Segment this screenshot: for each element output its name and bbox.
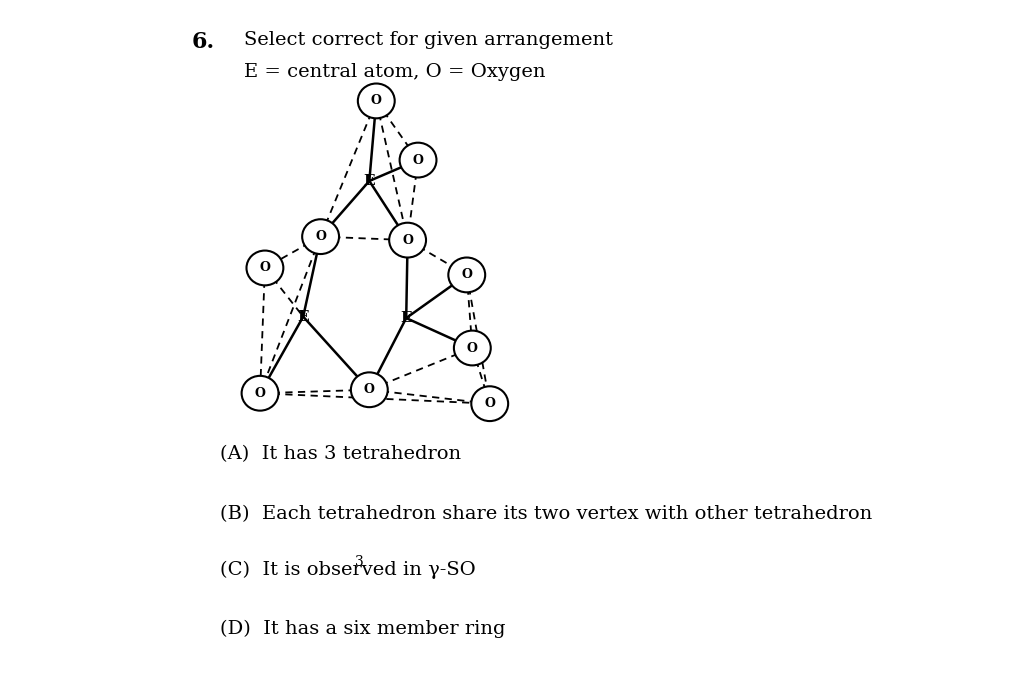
Text: (B)  Each tetrahedron share its two vertex with other tetrahedron: (B) Each tetrahedron share its two verte… bbox=[220, 505, 871, 523]
Text: E: E bbox=[364, 174, 375, 188]
Text: O: O bbox=[259, 262, 270, 274]
Text: (D)  It has a six member ring: (D) It has a six member ring bbox=[220, 619, 505, 638]
Text: O: O bbox=[484, 397, 496, 410]
Text: Select correct for given arrangement: Select correct for given arrangement bbox=[244, 31, 613, 49]
Text: E: E bbox=[297, 310, 309, 324]
Ellipse shape bbox=[454, 331, 490, 365]
Text: E: E bbox=[400, 311, 412, 325]
Ellipse shape bbox=[247, 251, 284, 285]
Ellipse shape bbox=[399, 143, 436, 177]
Text: O: O bbox=[462, 269, 472, 281]
Ellipse shape bbox=[471, 386, 508, 421]
Ellipse shape bbox=[351, 372, 388, 407]
Text: 3: 3 bbox=[355, 555, 364, 569]
Ellipse shape bbox=[242, 376, 279, 411]
Ellipse shape bbox=[302, 219, 339, 254]
Text: 6.: 6. bbox=[191, 31, 215, 54]
Ellipse shape bbox=[357, 84, 394, 118]
Text: (C)  It is observed in γ-SO: (C) It is observed in γ-SO bbox=[220, 560, 475, 578]
Text: O: O bbox=[315, 230, 326, 243]
Text: O: O bbox=[413, 154, 424, 166]
Ellipse shape bbox=[449, 258, 485, 292]
Text: (A)  It has 3 tetrahedron: (A) It has 3 tetrahedron bbox=[220, 445, 461, 464]
Text: O: O bbox=[402, 234, 413, 246]
Ellipse shape bbox=[389, 223, 426, 258]
Text: O: O bbox=[467, 342, 478, 354]
Text: E = central atom, O = Oxygen: E = central atom, O = Oxygen bbox=[244, 63, 546, 81]
Text: O: O bbox=[371, 95, 382, 107]
Text: O: O bbox=[255, 387, 265, 400]
Text: O: O bbox=[364, 383, 375, 396]
